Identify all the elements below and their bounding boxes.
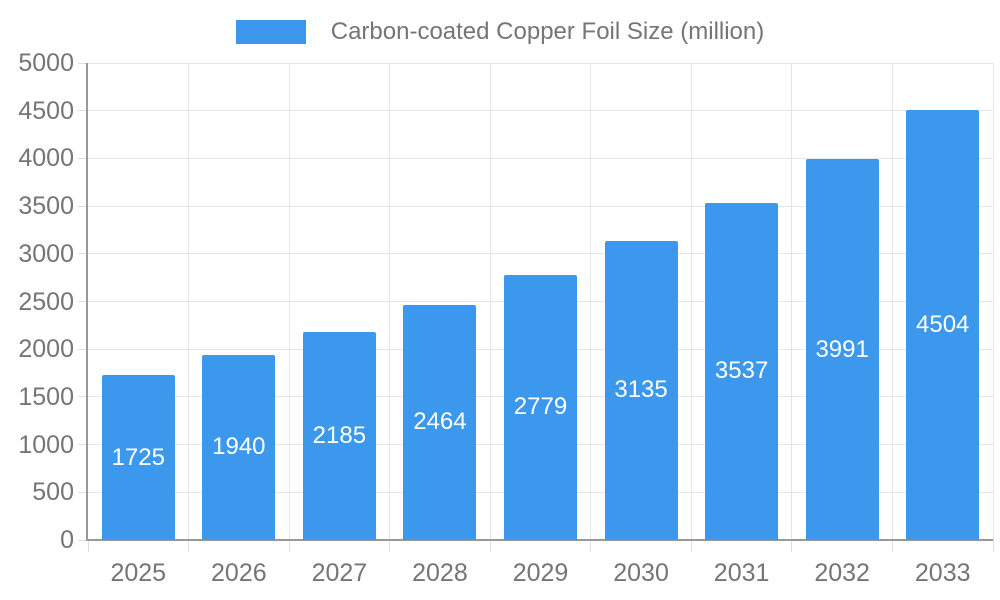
y-tick-mark: [78, 491, 88, 493]
bar[interactable]: [906, 110, 980, 540]
y-tick-mark: [78, 205, 88, 207]
bar-value-label: 3135: [614, 376, 668, 404]
legend-label: Carbon-coated Copper Foil Size (million): [330, 18, 765, 45]
gridline-vertical: [489, 63, 491, 540]
x-tick-mark: [590, 540, 592, 552]
x-tick-mark: [389, 540, 391, 552]
gridline-horizontal: [88, 157, 993, 159]
x-tick-mark: [690, 540, 692, 552]
y-axis-label: 3500: [18, 192, 74, 221]
bar[interactable]: [805, 159, 879, 540]
x-tick-mark: [489, 540, 491, 552]
x-tick-mark: [87, 540, 89, 552]
bar[interactable]: [403, 304, 477, 540]
y-tick-mark: [78, 110, 88, 112]
bar-value-label: 2464: [413, 408, 467, 436]
x-axis-label: 2025: [110, 559, 167, 587]
gridline-vertical: [791, 63, 793, 540]
y-axis-label: 5000: [18, 49, 74, 77]
y-axis-label: 1000: [18, 430, 74, 459]
bar[interactable]: [705, 202, 779, 540]
gridline-vertical: [389, 63, 391, 540]
x-axis-label: 2030: [613, 559, 669, 587]
bar[interactable]: [202, 354, 276, 540]
gridline-vertical: [891, 63, 893, 540]
y-axis-label: 4500: [18, 96, 74, 125]
y-axis-label: 0: [60, 526, 74, 554]
x-tick-mark: [188, 540, 190, 552]
y-tick-mark: [78, 396, 88, 398]
y-tick-mark: [78, 253, 88, 255]
bar[interactable]: [101, 375, 175, 540]
y-axis-label: 2000: [18, 335, 74, 364]
y-tick-mark: [78, 301, 88, 302]
gridline-horizontal: [88, 110, 993, 112]
chart-legend-item[interactable]: Carbon-coated Copper Foil Size (million): [0, 18, 1000, 46]
x-axis-label: 2028: [412, 559, 468, 587]
gridline-vertical: [288, 63, 290, 540]
x-axis-label: 2027: [311, 559, 368, 587]
y-tick-mark: [78, 444, 88, 446]
x-tick-mark: [992, 540, 994, 552]
gridline-vertical: [992, 63, 994, 540]
x-axis-label: 2029: [512, 559, 569, 587]
bar-value-label: 1940: [212, 433, 266, 461]
gridline-horizontal: [88, 205, 993, 207]
bar-value-label: 2779: [513, 393, 568, 421]
bar[interactable]: [604, 240, 678, 540]
y-axis-label: 4000: [18, 144, 74, 173]
y-tick-mark: [78, 157, 88, 159]
y-axis-label: 3000: [18, 239, 74, 268]
bar-value-label: 3991: [815, 335, 869, 363]
y-tick-mark: [78, 539, 88, 541]
y-tick-mark: [78, 62, 88, 64]
x-tick-mark: [288, 540, 290, 552]
x-tick-mark: [791, 540, 793, 552]
y-axis-label: 500: [32, 478, 74, 507]
x-tick-mark: [891, 540, 893, 552]
legend-swatch-icon: [235, 20, 306, 44]
gridline-horizontal: [88, 253, 993, 255]
x-axis-label: 2032: [814, 559, 870, 587]
y-axis-label: 1500: [18, 382, 74, 411]
bar[interactable]: [504, 274, 577, 540]
gridline-horizontal: [88, 62, 993, 64]
gridline-vertical: [690, 63, 692, 540]
x-axis-line: [86, 539, 993, 541]
y-axis-label: 2500: [18, 287, 74, 316]
x-axis-label: 2033: [914, 559, 971, 587]
bar-value-label: 2185: [312, 421, 367, 449]
gridline-vertical: [590, 63, 592, 540]
bar-value-label: 4504: [916, 311, 970, 339]
bar[interactable]: [302, 331, 376, 540]
y-axis-line: [86, 63, 88, 541]
y-tick-mark: [78, 348, 88, 350]
bar-value-label: 1725: [111, 443, 165, 471]
x-axis-label: 2026: [211, 559, 267, 587]
x-axis-label: 2031: [713, 559, 770, 587]
bar-value-label: 3537: [714, 357, 769, 385]
gridline-vertical: [188, 63, 190, 540]
